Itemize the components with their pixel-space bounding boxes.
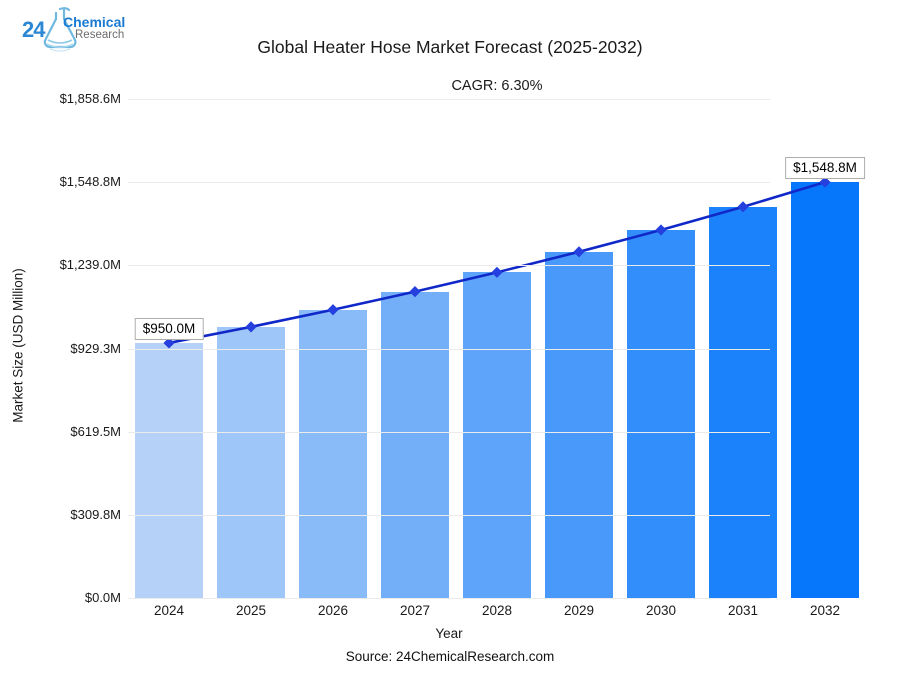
chart-subtitle: CAGR: 6.30%: [451, 78, 543, 94]
data-label: $950.0M: [134, 317, 204, 340]
data-point-marker: [737, 201, 749, 213]
x-tick-label: 2028: [481, 603, 513, 618]
bar-2027: [381, 291, 449, 598]
data-point-marker: [655, 224, 667, 236]
y-tick-label: $929.3M: [70, 340, 121, 356]
flask-icon: [43, 7, 77, 52]
bar-2032: [791, 182, 859, 598]
bar-2029: [545, 251, 613, 598]
bar-2024: [135, 342, 203, 598]
y-tick-label: $0.0M: [84, 590, 121, 605]
y-tick-label: $1,858.6M: [59, 91, 121, 106]
gridline: [128, 99, 770, 100]
trend-line-layer: [163, 176, 831, 349]
data-point-marker: [819, 176, 831, 188]
x-tick-label: 2025: [235, 603, 267, 618]
bar-2026: [299, 309, 367, 598]
x-tick-label: 2031: [727, 603, 759, 618]
x-tick-label: 2027: [399, 603, 431, 618]
chart-title: Global Heater Hose Market Forecast (2025…: [257, 37, 643, 57]
data-point-marker: [327, 304, 339, 316]
x-tick-label: 2026: [317, 603, 349, 618]
data-point-marker: [573, 246, 585, 258]
data-point-marker: [491, 266, 503, 278]
gridline: [128, 431, 770, 433]
bar-2025: [217, 326, 285, 598]
x-tick-label: 2024: [153, 603, 185, 618]
gridline: [128, 598, 770, 599]
y-tick-label: $309.8M: [70, 506, 121, 522]
gridline: [128, 182, 770, 184]
bar-2028: [463, 272, 531, 598]
y-tick-label: $1,548.8M: [59, 174, 121, 190]
gridline: [128, 265, 770, 267]
y-tick-label: $619.5M: [70, 423, 121, 439]
data-point-marker: [409, 286, 421, 298]
logo-number: 24: [22, 17, 46, 42]
x-tick-label: 2030: [645, 603, 677, 618]
x-tick-label: 2029: [563, 603, 595, 618]
x-tick-label: 2032: [809, 603, 841, 618]
y-axis-title: Market Size (USD Million): [10, 268, 26, 423]
source-note: Source: 24ChemicalResearch.com: [345, 649, 555, 664]
plot-area: [128, 99, 866, 598]
gridline: [128, 348, 770, 350]
data-point-marker: [245, 321, 257, 333]
trend-line: [168, 180, 826, 345]
logo-text-chemical: Chemical: [63, 14, 126, 30]
bar-2030: [627, 230, 695, 598]
logo: 24 Chemical Research: [16, 5, 146, 53]
gridline: [128, 514, 770, 516]
x-axis-title: Year: [435, 626, 463, 641]
data-label: $1,548.8M: [785, 157, 865, 180]
logo-text-research: Research: [75, 29, 125, 41]
y-tick-label: $1,239.0M: [59, 257, 121, 273]
bar-2031: [709, 206, 777, 598]
